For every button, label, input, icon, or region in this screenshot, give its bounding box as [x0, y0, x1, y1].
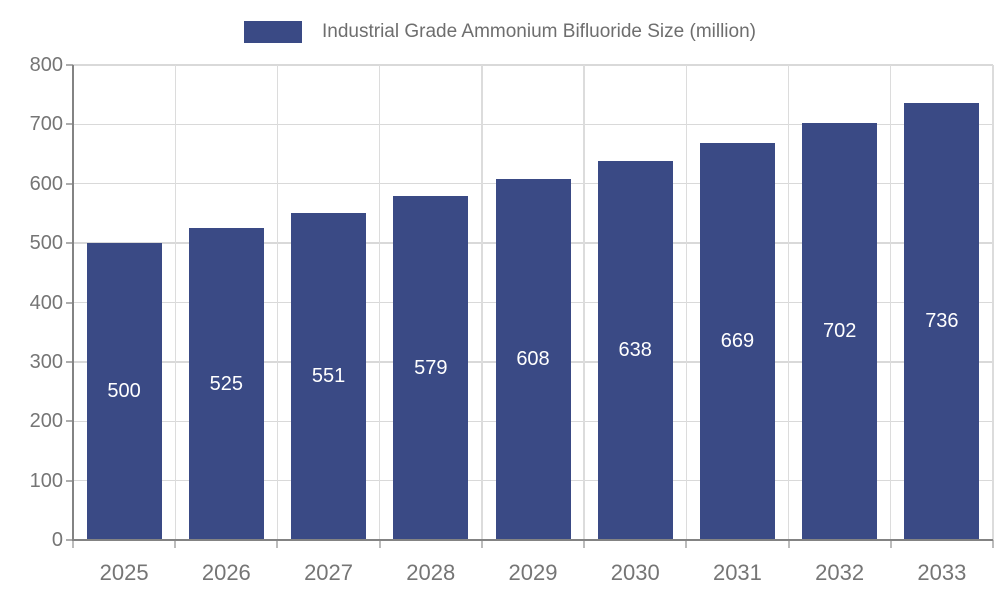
bar-value-label: 669 [720, 329, 755, 352]
x-axis-tick [685, 540, 688, 548]
bar-value-label: 608 [516, 348, 550, 370]
x-axis-tick-label: 2028 [406, 560, 456, 585]
bar-value-label: 551 [311, 364, 346, 387]
gridline-horizontal [73, 123, 993, 126]
y-axis-tick [66, 123, 73, 126]
y-axis-tick-label: 200 [29, 410, 63, 433]
x-axis-tick-label: 2026 [201, 560, 251, 585]
gridline-vertical [276, 65, 279, 540]
y-axis-tick-label: 800 [29, 54, 63, 76]
gridline-vertical [685, 65, 688, 540]
x-axis-tick-label: 2030 [610, 560, 660, 585]
bar: 702 [802, 123, 878, 540]
x-axis-tick [174, 540, 177, 548]
gridline-vertical [992, 65, 994, 540]
bar: 638 [597, 161, 673, 540]
bar: 525 [188, 228, 264, 540]
bar-value-label: 579 [414, 356, 448, 379]
gridline-vertical [890, 65, 892, 540]
gridline-horizontal [73, 64, 993, 66]
gridline-vertical [583, 65, 585, 540]
legend: Industrial Grade Ammonium Bifluoride Siz… [0, 18, 1000, 46]
bar-value-label: 638 [618, 339, 652, 362]
y-axis-line [72, 65, 74, 541]
y-axis-tick [66, 242, 73, 245]
y-axis-tick [66, 64, 73, 66]
x-axis-tick-label: 2031 [712, 560, 762, 585]
y-axis-tick [66, 420, 73, 423]
bar: 579 [393, 196, 469, 540]
y-axis-tick-label: 0 [51, 529, 63, 551]
gridline-vertical [481, 65, 483, 540]
y-axis-tick-label: 100 [29, 469, 63, 492]
legend-swatch [244, 21, 302, 43]
x-axis-tick [787, 540, 790, 548]
bar-value-label: 702 [822, 320, 857, 343]
x-axis-tick-label: 2032 [815, 560, 865, 585]
gridline-vertical [378, 65, 381, 540]
bar: 608 [495, 179, 571, 540]
bar: 736 [904, 103, 980, 540]
y-axis-tick [66, 301, 73, 304]
x-axis-tick-label: 2033 [917, 560, 967, 585]
x-axis-tick [889, 540, 892, 548]
y-axis-tick-label: 700 [29, 113, 63, 136]
x-axis-tick [480, 540, 483, 548]
bar: 551 [291, 212, 367, 540]
x-axis-line [72, 539, 993, 541]
bar: 500 [86, 243, 162, 540]
x-axis-tick-label: 2025 [99, 560, 149, 585]
x-axis-tick-label: 2027 [304, 560, 354, 585]
x-axis-tick [276, 540, 279, 548]
x-axis-tick [378, 540, 381, 548]
y-axis-tick-label: 300 [29, 350, 63, 373]
bar: 669 [699, 142, 775, 540]
y-axis-tick [66, 360, 73, 363]
x-axis-tick [583, 540, 586, 548]
y-axis-tick-label: 600 [29, 172, 63, 195]
gridline-vertical [174, 65, 176, 540]
legend-label: Industrial Grade Ammonium Bifluoride Siz… [322, 21, 756, 42]
x-axis-tick-label: 2029 [508, 560, 558, 585]
y-axis-tick-label: 400 [29, 291, 63, 314]
bar-value-label: 736 [925, 310, 959, 332]
gridline-vertical [787, 65, 790, 540]
y-axis-tick [66, 182, 73, 185]
bar-value-label: 500 [107, 380, 141, 403]
x-axis-tick [992, 540, 994, 548]
x-axis-tick [72, 540, 74, 548]
y-axis-tick-label: 500 [29, 232, 63, 255]
y-axis-tick [66, 479, 73, 482]
bar-value-label: 525 [209, 372, 244, 395]
y-axis-tick [66, 539, 73, 541]
